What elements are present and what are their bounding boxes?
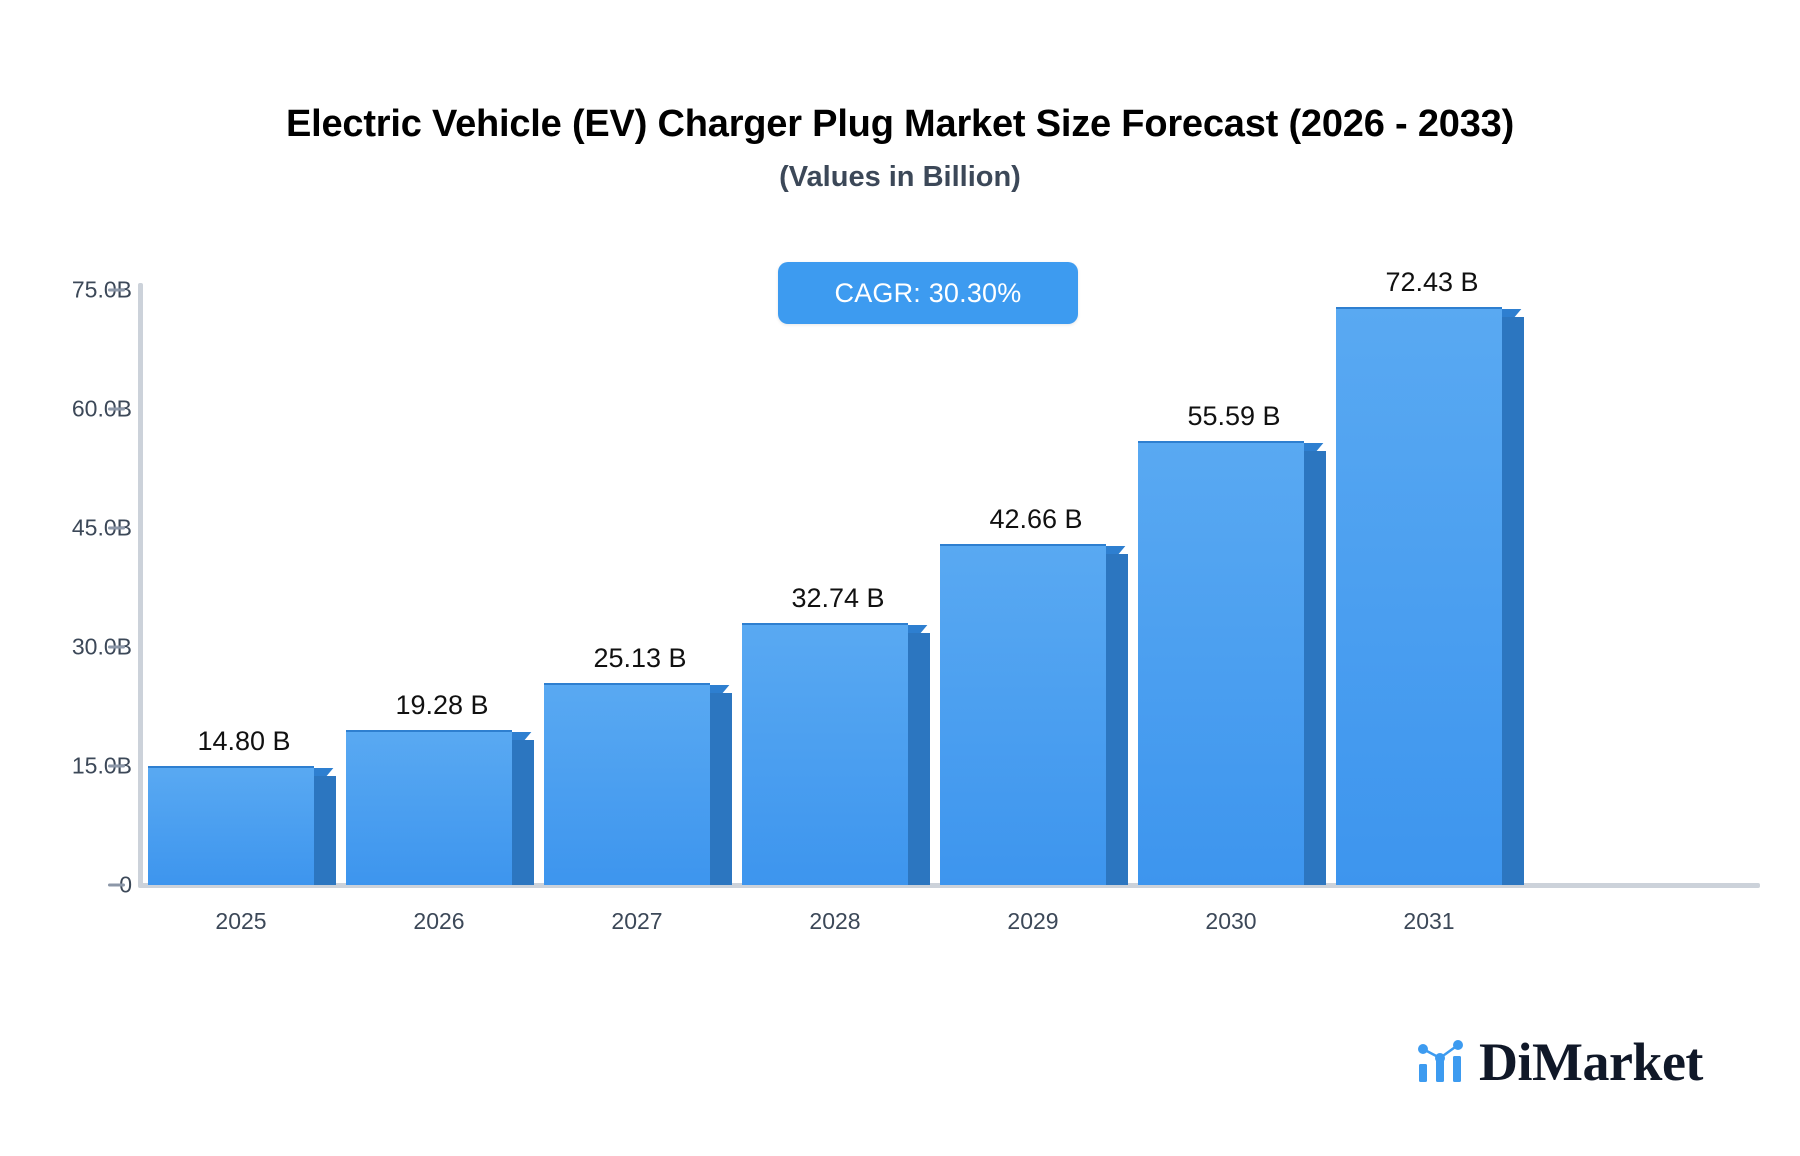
bar-side-face <box>314 776 336 885</box>
bar-front-face <box>940 544 1106 885</box>
bar-side-face <box>512 740 534 885</box>
bar-front-face <box>1138 441 1304 885</box>
bar-side-face <box>710 693 732 885</box>
bar-side-face <box>1304 451 1326 885</box>
y-axis-tick-label: 0 <box>119 871 132 898</box>
bar-side-face <box>1106 554 1128 885</box>
x-axis-tick-label: 2030 <box>1205 908 1257 934</box>
bar-value-label: 42.66 B <box>989 504 1083 534</box>
bar-front-face <box>1336 307 1502 885</box>
x-axis-tick-label: 2027 <box>611 908 663 934</box>
bar-front-face <box>148 766 314 885</box>
bar-side-face <box>908 633 930 885</box>
cagr-badge-label: CAGR: 30.30% <box>834 277 1022 308</box>
y-axis-tick-mark <box>108 764 125 768</box>
x-axis-tick-label: 2025 <box>215 908 267 934</box>
x-axis-tick-label: 2031 <box>1403 908 1455 934</box>
chart-subtitle: (Values in Billion) <box>779 160 1021 193</box>
y-axis-tick-mark <box>108 883 125 887</box>
y-axis-tick-mark <box>108 526 125 530</box>
x-axis-tick-label: 2028 <box>809 908 861 934</box>
brand-name: DiMarket <box>1479 1032 1703 1092</box>
bar-front-face <box>544 683 710 885</box>
brand-logo: DiMarket <box>1417 1035 1703 1089</box>
bar-value-label: 25.13 B <box>593 643 687 673</box>
x-axis-tick-label: 2029 <box>1007 908 1059 934</box>
bar-chart-trend-icon <box>1417 1036 1465 1089</box>
page-title: Electric Vehicle (EV) Charger Plug Marke… <box>285 103 1515 145</box>
y-axis-line <box>138 283 143 887</box>
bar-value-label: 55.59 B <box>1187 401 1281 431</box>
chart-header: Electric Vehicle (EV) Charger Plug Marke… <box>0 103 1800 194</box>
bar-value-label: 72.43 B <box>1385 267 1479 297</box>
cagr-badge: CAGR: 30.30% <box>778 262 1078 324</box>
x-axis-tick-label: 2026 <box>413 908 465 934</box>
bar-value-label: 14.80 B <box>197 726 291 756</box>
y-axis-tick-mark <box>108 407 125 411</box>
bar-front-face <box>742 623 908 885</box>
x-axis-line <box>138 883 1760 888</box>
bar-front-face <box>346 730 512 885</box>
y-axis-tick-mark <box>108 645 125 649</box>
bar-value-label: 19.28 B <box>395 690 489 720</box>
y-axis-tick-mark <box>108 288 125 292</box>
bar-value-label: 32.74 B <box>791 583 885 613</box>
bar-side-face <box>1502 317 1524 885</box>
